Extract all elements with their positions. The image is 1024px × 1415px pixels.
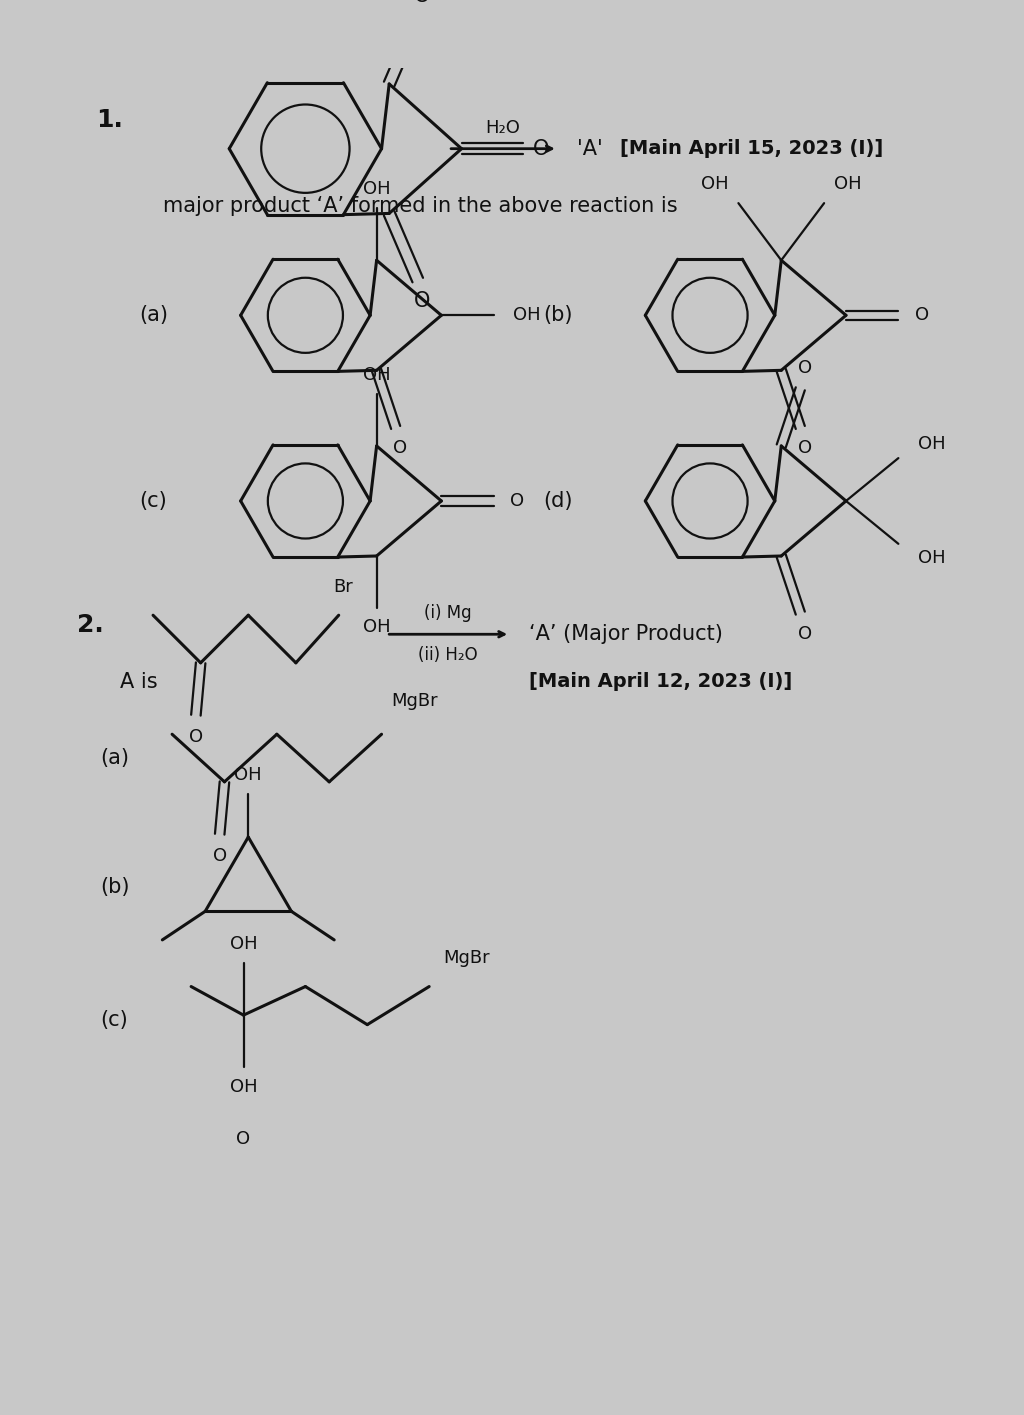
Text: 1.: 1. — [96, 108, 123, 132]
Text: ‘A’ (Major Product): ‘A’ (Major Product) — [529, 624, 723, 644]
Text: major product ‘A’ formed in the above reaction is: major product ‘A’ formed in the above re… — [163, 195, 677, 216]
Text: OH: OH — [229, 1077, 257, 1095]
Text: OH: OH — [513, 306, 541, 324]
Text: H₂O: H₂O — [485, 119, 520, 137]
Text: (c): (c) — [100, 1010, 128, 1030]
Text: OH: OH — [229, 935, 257, 952]
Text: Br: Br — [334, 577, 353, 596]
Text: OH: OH — [234, 766, 262, 784]
Text: 'A': 'A' — [577, 139, 602, 158]
Text: MgBr: MgBr — [443, 949, 490, 966]
Text: [Main April 15, 2023 (I)]: [Main April 15, 2023 (I)] — [620, 139, 883, 158]
Text: (b): (b) — [100, 876, 130, 897]
Text: (a): (a) — [139, 306, 168, 325]
Text: OH: OH — [362, 180, 390, 198]
Text: O: O — [510, 492, 524, 509]
Text: O: O — [237, 1131, 251, 1148]
Text: 2.: 2. — [77, 613, 103, 637]
Text: O: O — [393, 440, 408, 457]
Text: OH: OH — [918, 549, 945, 567]
Text: (a): (a) — [100, 749, 130, 768]
Text: MgBr: MgBr — [391, 692, 437, 710]
Text: O: O — [415, 291, 431, 311]
Text: OH: OH — [362, 618, 390, 637]
Text: (c): (c) — [139, 491, 167, 511]
Text: (b): (b) — [544, 306, 572, 325]
Text: O: O — [188, 729, 203, 746]
Text: (i) Mg: (i) Mg — [424, 604, 472, 623]
Text: O: O — [415, 0, 431, 6]
Text: O: O — [915, 306, 929, 324]
Text: O: O — [213, 848, 226, 865]
Text: [Main April 12, 2023 (I)]: [Main April 12, 2023 (I)] — [529, 672, 793, 692]
Text: O: O — [798, 359, 812, 376]
Text: OH: OH — [700, 175, 728, 192]
Text: O: O — [798, 440, 812, 457]
Text: OH: OH — [835, 175, 862, 192]
Text: (ii) H₂O: (ii) H₂O — [419, 647, 478, 664]
Text: O: O — [532, 139, 549, 158]
Text: A is: A is — [120, 672, 158, 692]
Text: (d): (d) — [544, 491, 572, 511]
Text: O: O — [798, 625, 812, 642]
Text: OH: OH — [362, 365, 390, 383]
Text: OH: OH — [918, 434, 945, 453]
